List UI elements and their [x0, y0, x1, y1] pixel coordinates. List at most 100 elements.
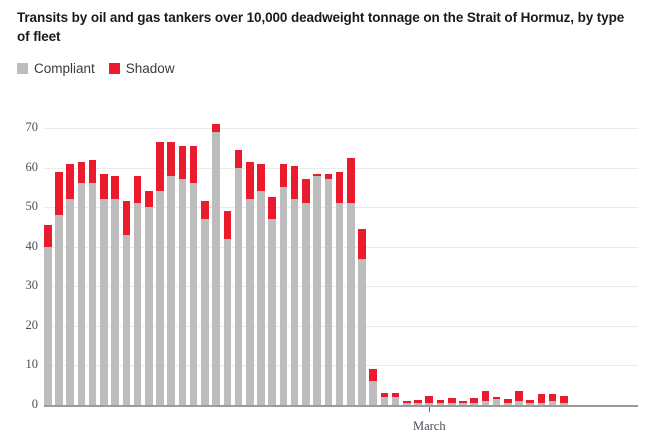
bar-d39[interactable] — [470, 397, 478, 405]
gridline-70 — [44, 128, 638, 129]
bar-segment-shadow — [515, 391, 523, 402]
bar-d3[interactable] — [66, 163, 75, 405]
bar-d30[interactable] — [369, 369, 377, 405]
bar-segment-compliant — [492, 399, 501, 405]
bar-d31[interactable] — [380, 393, 389, 405]
bar-segment-compliant — [481, 401, 490, 405]
bar-segment-shadow — [560, 395, 568, 404]
bar-d9[interactable] — [133, 175, 142, 405]
axis-baseline — [44, 405, 638, 407]
bar-d23[interactable] — [290, 165, 299, 405]
bar-segment-compliant — [459, 403, 467, 405]
y-tick-label-40: 40 — [25, 238, 39, 253]
bar-d35[interactable] — [425, 396, 434, 405]
bar-d16[interactable] — [212, 124, 220, 405]
bar-d14[interactable] — [189, 145, 198, 405]
bar-d11[interactable] — [156, 141, 164, 405]
bar-d46[interactable] — [548, 393, 557, 405]
bar-d34[interactable] — [414, 400, 422, 405]
bar-d29[interactable] — [358, 228, 366, 405]
bar-d2[interactable] — [55, 171, 63, 405]
bar-segment-shadow — [234, 149, 243, 168]
bar-segment-compliant — [290, 199, 299, 405]
bar-d7[interactable] — [111, 175, 119, 405]
bar-d37[interactable] — [447, 397, 456, 405]
bar-d38[interactable] — [459, 401, 467, 405]
bar-d20[interactable] — [257, 163, 265, 405]
y-tick-label-20: 20 — [25, 317, 39, 332]
bar-d4[interactable] — [77, 161, 86, 405]
bar-segment-compliant — [313, 175, 321, 405]
bar-segment-shadow — [324, 173, 333, 180]
bar-segment-shadow — [414, 400, 422, 404]
bar-segment-compliant — [537, 403, 546, 405]
bar-segment-shadow — [504, 399, 512, 404]
bar-segment-compliant — [526, 403, 535, 405]
bar-d8[interactable] — [122, 201, 131, 405]
bar-segment-compliant — [279, 187, 288, 405]
bar-d17[interactable] — [223, 211, 232, 405]
bar-d5[interactable] — [88, 159, 97, 405]
legend-item-shadow: Shadow — [108, 62, 175, 75]
bar-segment-shadow — [144, 191, 153, 208]
bar-d19[interactable] — [245, 161, 254, 405]
bar-segment-compliant — [245, 199, 254, 405]
bar-d45[interactable] — [537, 393, 546, 405]
bar-segment-compliant — [414, 403, 422, 405]
bar-segment-shadow — [380, 393, 389, 398]
bar-d26[interactable] — [324, 173, 333, 405]
bar-d10[interactable] — [144, 191, 153, 405]
bar-d32[interactable] — [391, 393, 400, 405]
bar-d44[interactable] — [526, 400, 535, 405]
bar-segment-compliant — [189, 183, 198, 405]
bar-segment-compliant — [55, 215, 63, 405]
bar-segment-compliant — [133, 203, 142, 405]
bar-segment-shadow — [403, 401, 411, 404]
bar-d42[interactable] — [504, 399, 512, 405]
bar-segment-shadow — [313, 173, 321, 176]
bar-d24[interactable] — [302, 179, 310, 405]
bar-d43[interactable] — [515, 391, 523, 405]
bar-segment-compliant — [369, 381, 377, 405]
bar-segment-compliant — [100, 199, 108, 405]
bar-d15[interactable] — [201, 201, 209, 405]
bar-segment-compliant — [268, 219, 276, 405]
legend-swatch-shadow — [108, 63, 120, 74]
bar-d40[interactable] — [481, 391, 490, 405]
bar-d18[interactable] — [234, 149, 243, 405]
bar-d47[interactable] — [560, 395, 568, 405]
bar-segment-shadow — [279, 163, 288, 188]
bar-segment-compliant — [88, 183, 97, 405]
bar-d25[interactable] — [313, 173, 321, 405]
bar-d36[interactable] — [436, 400, 445, 405]
bar-segment-shadow — [122, 201, 131, 235]
bar-d33[interactable] — [403, 401, 411, 405]
bar-d12[interactable] — [167, 141, 175, 405]
bar-segment-compliant — [447, 402, 456, 405]
bar-segment-shadow — [55, 171, 63, 216]
bar-segment-compliant — [425, 403, 434, 405]
bar-segment-shadow — [346, 157, 355, 204]
bar-segment-compliant — [44, 246, 52, 405]
bar-segment-compliant — [156, 191, 164, 405]
bar-segment-compliant — [515, 401, 523, 405]
bar-d1[interactable] — [44, 224, 52, 405]
gridline-60 — [44, 167, 638, 169]
bar-segment-shadow — [156, 141, 164, 192]
bar-d13[interactable] — [178, 145, 187, 405]
bar-d28[interactable] — [346, 157, 355, 405]
bar-segment-compliant — [324, 179, 333, 405]
bar-segment-shadow — [268, 197, 276, 220]
bar-d41[interactable] — [492, 396, 501, 405]
legend-label-compliant: Compliant — [34, 61, 95, 76]
bar-d27[interactable] — [335, 171, 344, 405]
bar-d6[interactable] — [100, 173, 108, 405]
bar-segment-compliant — [470, 403, 478, 405]
y-tick-label-0: 0 — [31, 397, 38, 411]
bar-d22[interactable] — [279, 163, 288, 405]
bar-segment-shadow — [257, 163, 265, 192]
bar-d21[interactable] — [268, 197, 276, 405]
bar-segment-shadow — [459, 401, 467, 404]
bar-segment-compliant — [391, 397, 400, 405]
